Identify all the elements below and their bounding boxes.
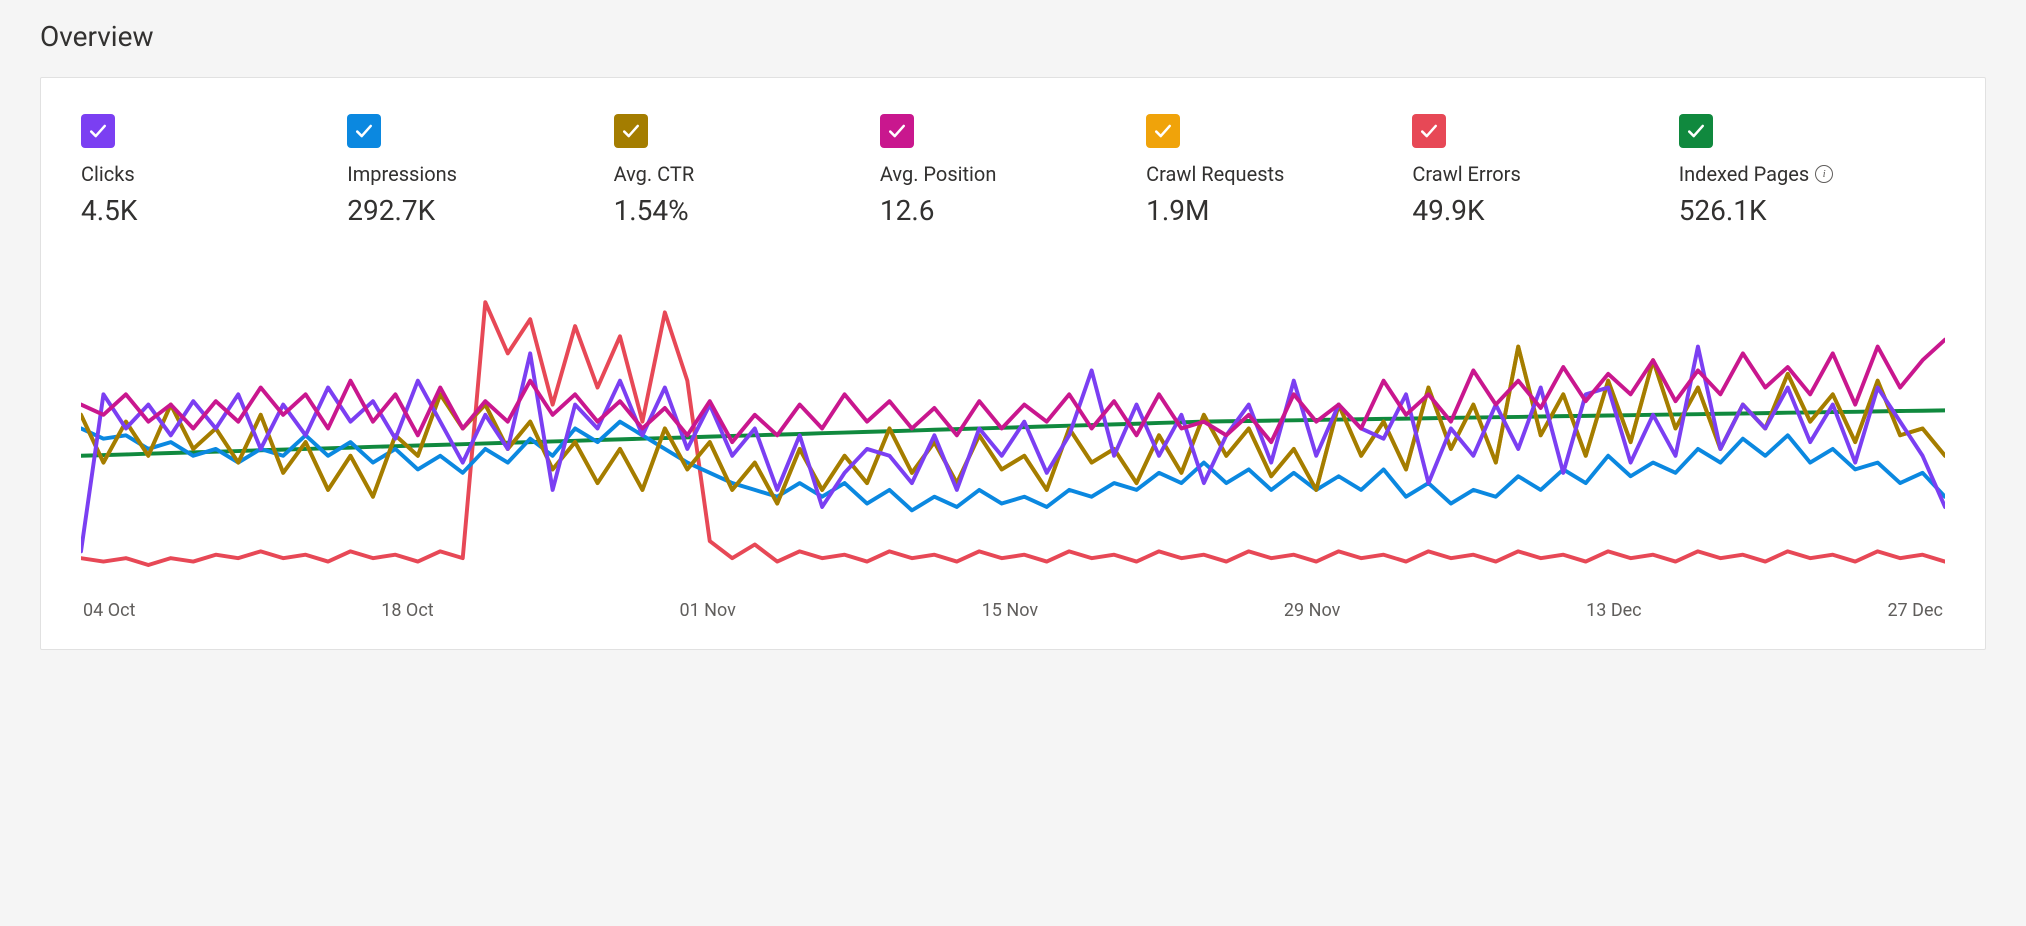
metric-toggle-indexed_pages[interactable]: [1679, 114, 1713, 148]
chart-canvas: [81, 251, 1945, 592]
metric-label: Crawl Requests: [1146, 162, 1284, 186]
metric-clicks: Clicks 4.5K: [81, 114, 347, 227]
x-axis-tick-label: 01 Nov: [679, 600, 735, 621]
metric-label: Avg. Position: [880, 162, 997, 186]
checkmark-icon: [1687, 122, 1705, 140]
metric-toggle-impressions[interactable]: [347, 114, 381, 148]
metric-avg_ctr: Avg. CTR 1.54%: [614, 114, 880, 227]
metric-value: 1.54%: [614, 194, 689, 227]
metric-avg_position: Avg. Position 12.6: [880, 114, 1146, 227]
x-axis-tick-label: 29 Nov: [1284, 600, 1340, 621]
metric-value: 526.1K: [1679, 194, 1767, 227]
page-title: Overview: [40, 20, 1986, 53]
x-axis-labels: 04 Oct 18 Oct 01 Nov 15 Nov 29 Nov 13 Dec 27 D…: [81, 600, 1945, 621]
overview-chart: 04 Oct 18 Oct 01 Nov 15 Nov 29 Nov 13 Dec 27 D…: [81, 251, 1945, 621]
series-line-avg_ctr: [81, 347, 1945, 504]
metric-value: 12.6: [880, 194, 935, 227]
metric-toggle-avg_ctr[interactable]: [614, 114, 648, 148]
metric-label: Crawl Errors: [1412, 162, 1520, 186]
metric-crawl_requests: Crawl Requests 1.9M: [1146, 114, 1412, 227]
checkmark-icon: [1154, 122, 1172, 140]
metric-toggle-clicks[interactable]: [81, 114, 115, 148]
metric-label-text: Impressions: [347, 162, 457, 186]
metric-indexed_pages: Indexed Pages i 526.1K: [1679, 114, 1945, 227]
metric-value: 292.7K: [347, 194, 435, 227]
metric-label-text: Clicks: [81, 162, 135, 186]
checkmark-icon: [888, 122, 906, 140]
metrics-row: Clicks 4.5K Impressions 292.7K Avg. CTR 1.54%…: [81, 114, 1945, 227]
metric-value: 1.9M: [1146, 194, 1209, 227]
series-line-crawl_requests: [81, 347, 1945, 504]
checkmark-icon: [622, 122, 640, 140]
metric-value: 49.9K: [1412, 194, 1484, 227]
checkmark-icon: [1420, 122, 1438, 140]
metric-impressions: Impressions 292.7K: [347, 114, 613, 227]
metric-label: Clicks: [81, 162, 135, 186]
x-axis-tick-label: 15 Nov: [982, 600, 1038, 621]
metric-label-text: Crawl Requests: [1146, 162, 1284, 186]
x-axis-tick-label: 04 Oct: [83, 600, 135, 621]
checkmark-icon: [89, 122, 107, 140]
metric-toggle-avg_position[interactable]: [880, 114, 914, 148]
metric-label-text: Avg. Position: [880, 162, 997, 186]
metric-label-text: Avg. CTR: [614, 162, 695, 186]
metric-value: 4.5K: [81, 194, 137, 227]
info-icon[interactable]: i: [1815, 165, 1833, 183]
metric-crawl_errors: Crawl Errors 49.9K: [1412, 114, 1678, 227]
x-axis-tick-label: 18 Oct: [381, 600, 433, 621]
metric-label: Impressions: [347, 162, 457, 186]
x-axis-tick-label: 27 Dec: [1887, 600, 1942, 621]
metric-label-text: Crawl Errors: [1412, 162, 1520, 186]
metric-label-text: Indexed Pages: [1679, 162, 1810, 186]
checkmark-icon: [355, 122, 373, 140]
metric-toggle-crawl_requests[interactable]: [1146, 114, 1180, 148]
overview-card: Clicks 4.5K Impressions 292.7K Avg. CTR 1.54%…: [40, 77, 1986, 650]
x-axis-tick-label: 13 Dec: [1586, 600, 1641, 621]
metric-toggle-crawl_errors[interactable]: [1412, 114, 1446, 148]
metric-label: Avg. CTR: [614, 162, 695, 186]
metric-label: Indexed Pages i: [1679, 162, 1834, 186]
